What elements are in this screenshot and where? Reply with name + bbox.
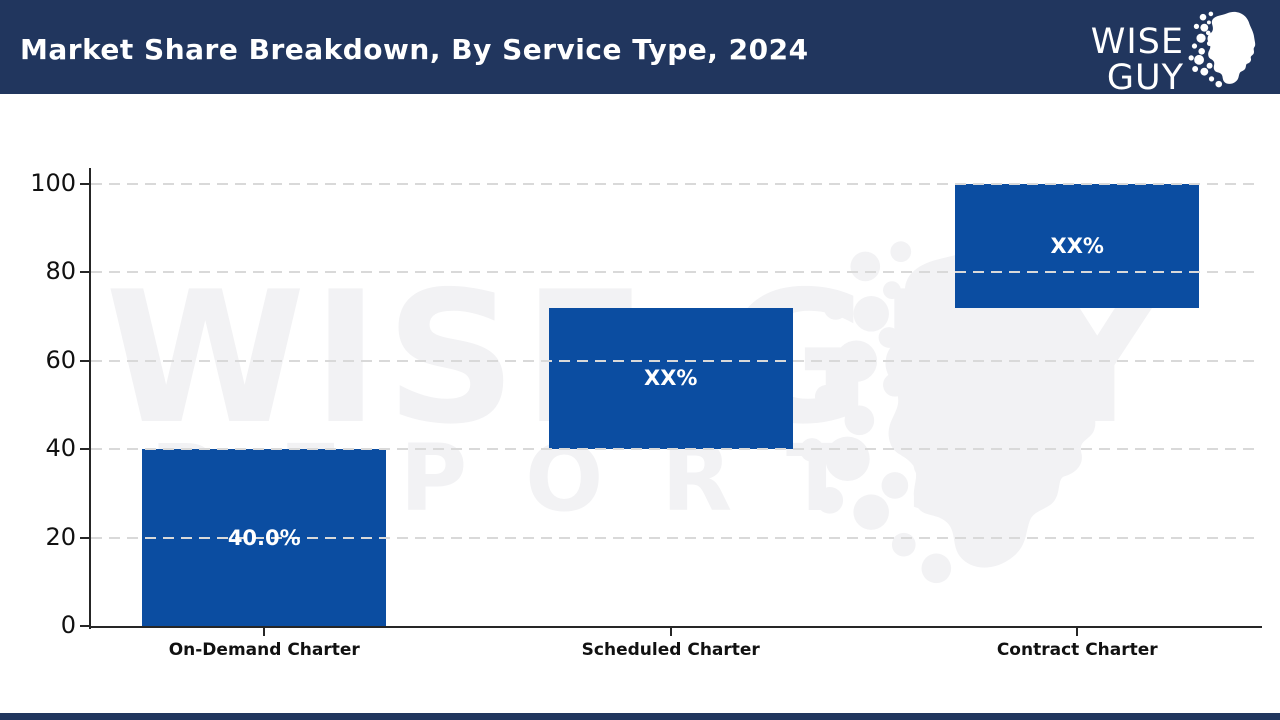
gridline-y20 xyxy=(91,536,1260,539)
x-tick-mark xyxy=(669,628,672,636)
y-tick-label: 80 xyxy=(45,257,76,286)
x-tick-mark xyxy=(263,628,266,636)
gridline-y100 xyxy=(91,183,1260,185)
footer-bar xyxy=(0,713,1280,720)
header-bar: Market Share Breakdown, By Service Type,… xyxy=(0,0,1280,111)
x-category-label: Scheduled Charter xyxy=(581,640,760,660)
y-tick-mark xyxy=(80,536,90,539)
x-category-label: On-Demand Charter xyxy=(168,640,360,660)
bar-1 xyxy=(548,307,793,450)
y-axis-line xyxy=(89,168,91,629)
logo-face-icon xyxy=(1188,11,1256,88)
y-tick-mark xyxy=(80,359,90,362)
chart-title: Market Share Breakdown, By Service Type,… xyxy=(20,33,809,66)
y-tick-label: 60 xyxy=(45,345,76,374)
y-tick-label: 100 xyxy=(30,169,76,197)
y-tick-mark xyxy=(80,625,90,627)
x-category-label: Contract Charter xyxy=(996,640,1158,660)
logo-wordmark: WISE GUY xyxy=(1090,22,1184,98)
y-tick-label: 0 xyxy=(60,611,76,639)
logo-subtitle: REPORTS xyxy=(1070,96,1193,111)
gridline-y80 xyxy=(91,271,1260,274)
y-tick-mark xyxy=(80,448,90,451)
bar-value-label: XX% xyxy=(644,366,698,391)
y-tick-mark xyxy=(80,183,90,185)
x-tick-mark xyxy=(1076,628,1079,636)
gridline-y60 xyxy=(91,359,1260,362)
bar-value-label: 40.0% xyxy=(227,525,301,550)
gridline-y40 xyxy=(91,448,1260,451)
x-axis-line xyxy=(89,626,1262,628)
bar-value-label: XX% xyxy=(1050,233,1104,258)
y-tick-mark xyxy=(80,271,90,274)
y-tick-label: 20 xyxy=(45,522,76,551)
y-tick-label: 40 xyxy=(45,434,76,463)
wise-guy-reports-logo: WISE GUY REPORTS xyxy=(1022,6,1262,111)
